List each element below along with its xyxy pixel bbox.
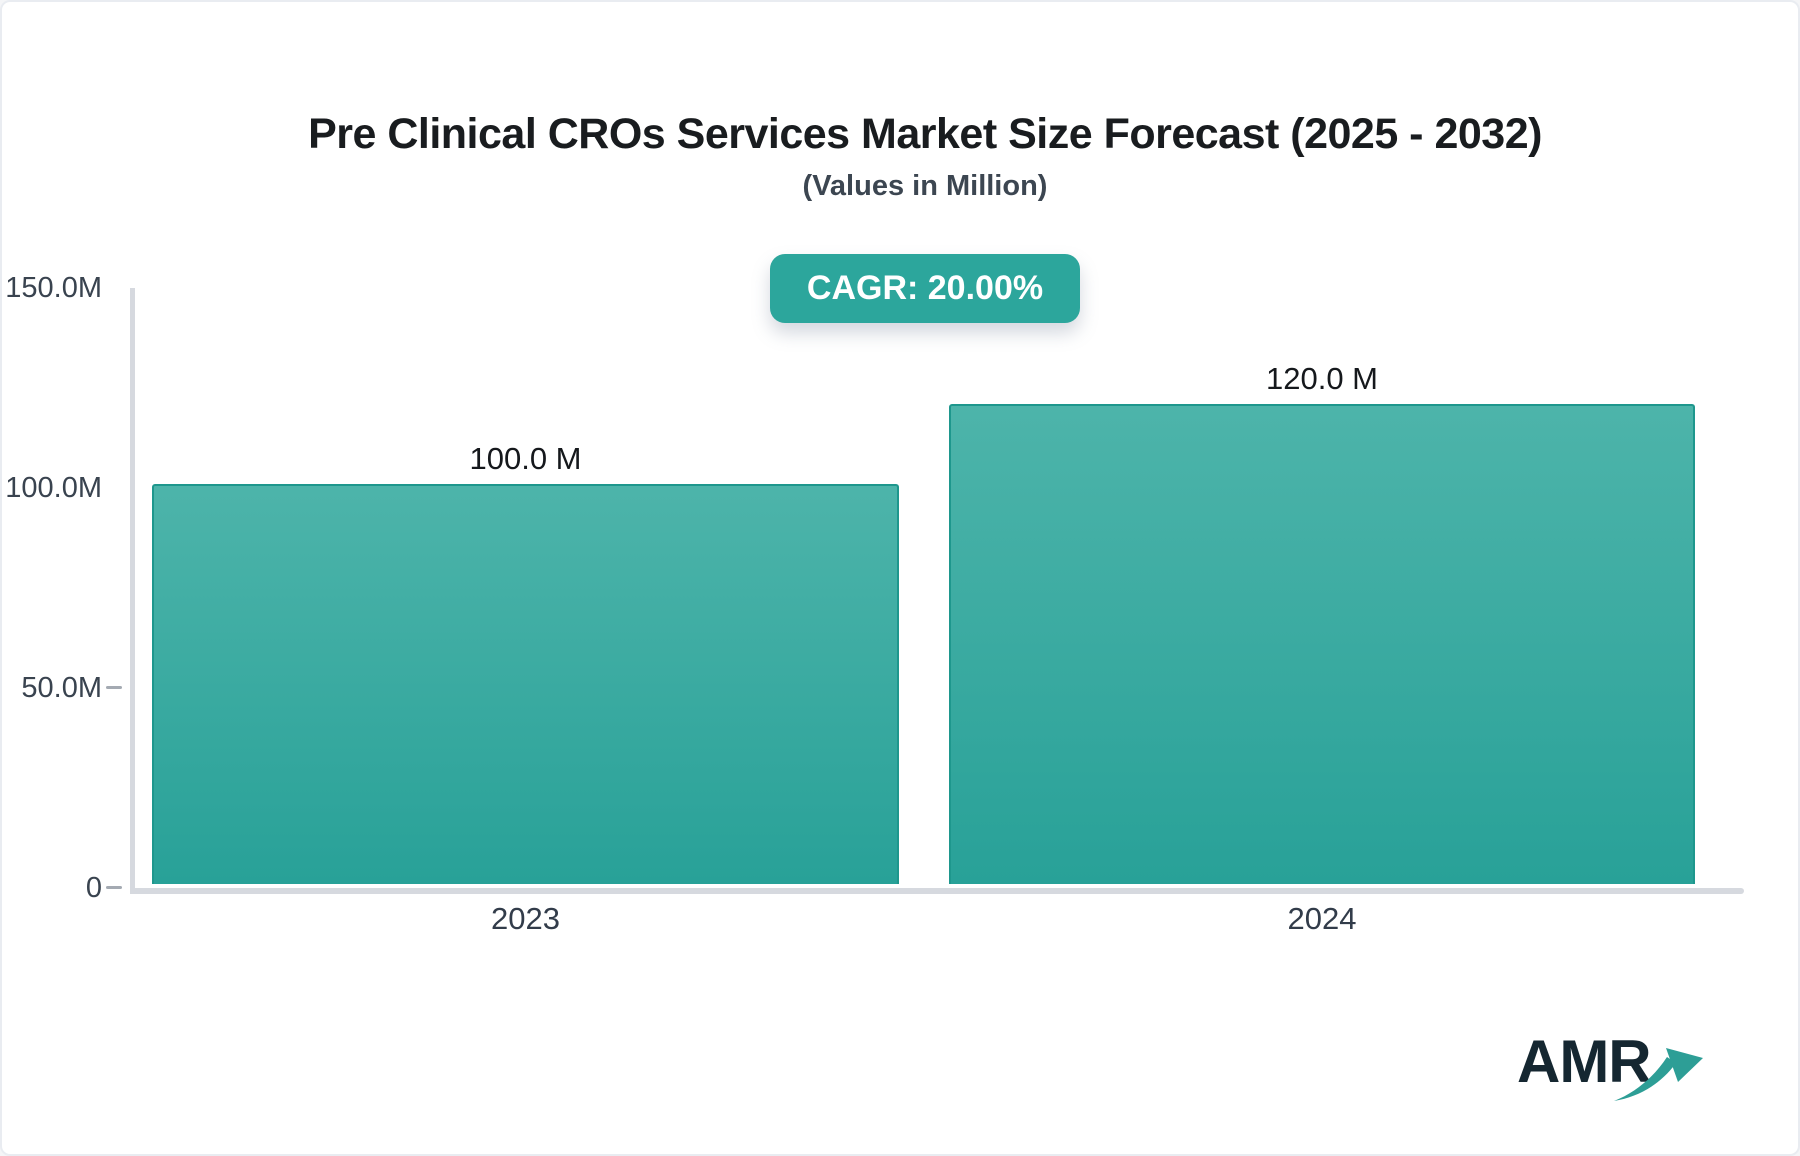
y-axis-tick-150: 150.0M	[2, 271, 102, 305]
y-axis-tick-100: 100.0M	[2, 471, 102, 505]
y-axis-tick-50: 50.0M	[2, 671, 122, 705]
tick-dash-icon	[106, 686, 122, 689]
y-axis-tick-label: 50.0M	[21, 672, 102, 704]
x-axis-label-2024: 2024	[1287, 901, 1357, 936]
y-axis-tick-label: 150.0M	[5, 272, 102, 304]
bar-2023: 100.0 M	[152, 441, 899, 884]
y-axis-line	[130, 288, 135, 894]
amr-logo-text: AMR	[1517, 1028, 1652, 1095]
bar-2024: 120.0 M	[949, 361, 1695, 884]
trend-up-arrow-icon	[1614, 1048, 1703, 1101]
chart-title: Pre Clinical CROs Services Market Size F…	[308, 110, 1542, 158]
bar-value-label: 120.0 M	[1265, 361, 1378, 396]
y-axis-tick-label: 0	[85, 872, 102, 904]
bar-value-label: 100.0 M	[469, 441, 582, 476]
y-axis-tick-label: 100.0M	[5, 472, 102, 504]
x-axis-label-2023: 2023	[491, 901, 560, 936]
cagr-badge: CAGR: 20.00%	[769, 254, 1081, 323]
y-axis-tick-0: 0	[2, 871, 122, 905]
chart-subtitle: (Values in Million)	[802, 170, 1048, 202]
tick-dash-icon	[106, 886, 122, 889]
amr-logo: AMR	[1517, 1032, 1737, 1112]
x-axis-baseline	[130, 888, 1744, 894]
cagr-badge-wrap: CAGR: 20.00%	[52, 254, 1798, 323]
